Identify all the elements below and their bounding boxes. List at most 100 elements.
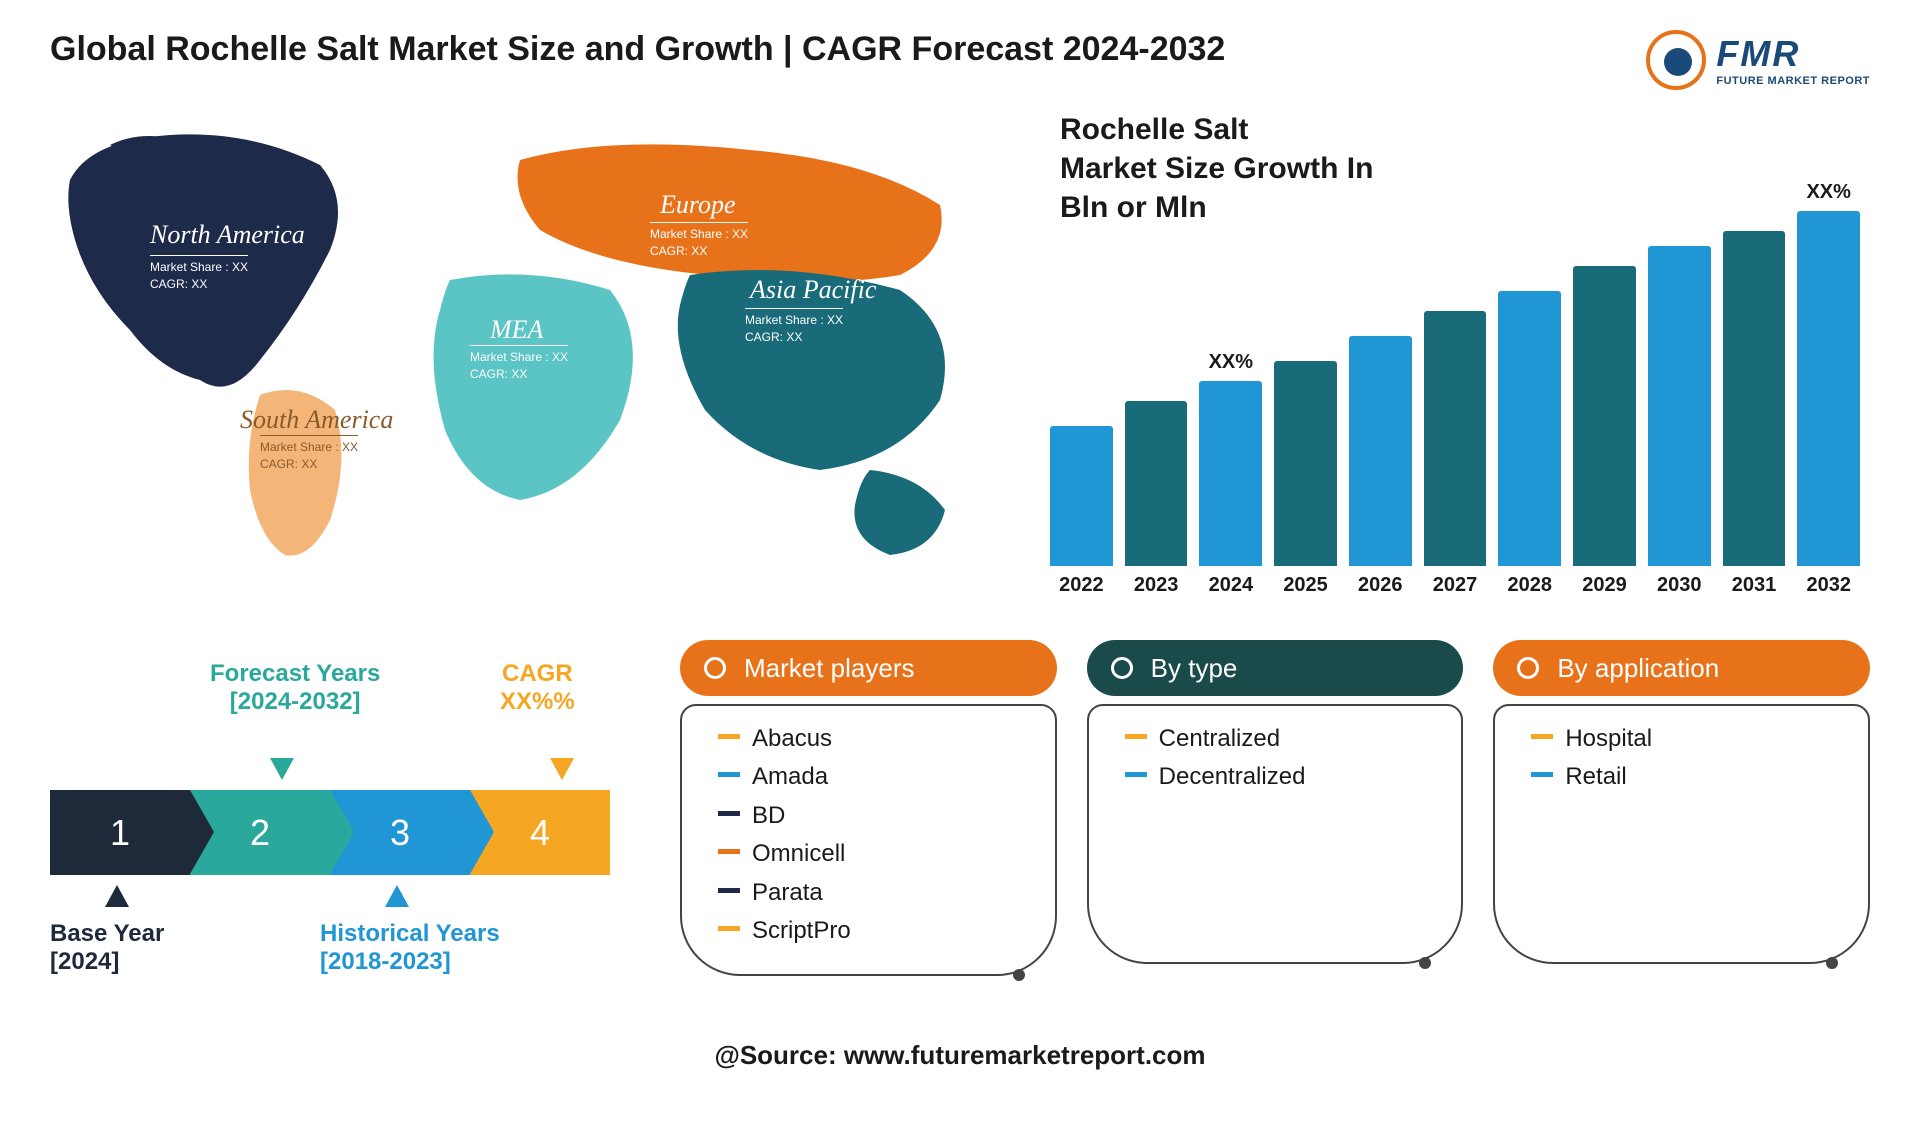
forecast-pointer-icon [270, 758, 294, 780]
player-bullet-5 [718, 926, 740, 931]
bar-rect-2023 [1125, 401, 1188, 566]
bar-year-2022: 2022 [1059, 574, 1104, 597]
bar-chart: Rochelle Salt Market Size Growth In Bln … [1040, 110, 1870, 590]
bar-rect-2031 [1723, 231, 1786, 566]
chart-title: Rochelle Salt Market Size Growth In Bln … [1060, 110, 1870, 227]
market-players-column: Market players AbacusAmadaBDOmnicellPara… [680, 640, 1057, 976]
player-bullet-4 [718, 888, 740, 893]
bar-callout-2032: XX% [1806, 181, 1850, 204]
type-bullet-0 [1125, 734, 1147, 739]
region-label-south_america: South America [240, 405, 393, 435]
region-label-north_america: North America [150, 220, 305, 250]
bar-2032: XX% 2032 [1797, 211, 1860, 597]
bar-rect-2024: XX% [1199, 381, 1262, 566]
bar-rect-2029 [1573, 266, 1636, 566]
bar-year-2030: 2030 [1657, 574, 1702, 597]
bar-2028: 2028 [1498, 291, 1561, 597]
header: Global Rochelle Salt Market Size and Gro… [50, 30, 1870, 90]
by-application-pill: By application [1493, 640, 1870, 696]
type-bullet-1 [1125, 772, 1147, 777]
player-bullet-3 [718, 849, 740, 854]
historical-pointer-icon [385, 885, 409, 907]
timeline-row: 1 2 3 4 [50, 790, 610, 875]
chart-title-l3: Bln or Mln [1060, 191, 1207, 224]
player-item-2: BD [718, 797, 1047, 835]
by-type-list: CentralizedDecentralized [1097, 720, 1454, 797]
logo-acronym: FMR [1716, 33, 1870, 75]
base-label: Base Year[2024] [50, 920, 164, 976]
player-item-4: Parata [718, 874, 1047, 912]
bar-rect-2032: XX% [1797, 211, 1860, 566]
source-attribution: @Source: www.futuremarketreport.com [50, 1040, 1870, 1071]
by-type-title: By type [1151, 653, 1238, 684]
bar-2026: 2026 [1349, 336, 1412, 597]
region-label-europe: Europe [660, 190, 736, 220]
timeline: Forecast Years[2024-2032] CAGRXX%% 1 2 3… [50, 640, 650, 1000]
bar-rect-2026 [1349, 336, 1412, 566]
bar-year-2031: 2031 [1732, 574, 1777, 597]
type-item-1: Decentralized [1125, 758, 1454, 796]
application-bullet-0 [1531, 734, 1553, 739]
bar-rect-2028 [1498, 291, 1561, 566]
player-item-0: Abacus [718, 720, 1047, 758]
bar-year-2023: 2023 [1134, 574, 1179, 597]
region-meta-mea: Market Share : XXCAGR: XX [470, 345, 568, 383]
region-meta-south_america: Market Share : XXCAGR: XX [260, 435, 358, 473]
world-map: North AmericaMarket Share : XXCAGR: XXSo… [50, 110, 1010, 590]
bar-rect-2025 [1274, 361, 1337, 566]
bar-rect-2027 [1424, 311, 1487, 566]
player-item-3: Omnicell [718, 835, 1047, 873]
application-item-0: Hospital [1531, 720, 1860, 758]
chart-title-l1: Rochelle Salt [1060, 113, 1248, 146]
upper-section: North AmericaMarket Share : XXCAGR: XXSo… [50, 110, 1870, 590]
bar-2030: 2030 [1648, 246, 1711, 597]
player-bullet-1 [718, 772, 740, 777]
player-item-5: ScriptPro [718, 912, 1047, 950]
player-bullet-2 [718, 811, 740, 816]
cagr-pointer-icon [550, 758, 574, 780]
by-type-frame: CentralizedDecentralized [1087, 704, 1464, 964]
forecast-label: Forecast Years[2024-2032] [210, 660, 380, 716]
bar-2025: 2025 [1274, 361, 1337, 597]
market-players-frame: AbacusAmadaBDOmnicellParataScriptPro [680, 704, 1057, 976]
region-label-mea: MEA [490, 315, 543, 345]
bar-year-2024: 2024 [1209, 574, 1254, 597]
region-label-asia_pacific: Asia Pacific [750, 275, 876, 305]
bar-year-2027: 2027 [1433, 574, 1478, 597]
cagr-label: CAGRXX%% [500, 660, 575, 716]
bar-year-2029: 2029 [1582, 574, 1627, 597]
bar-2024: XX% 2024 [1199, 381, 1262, 597]
by-application-list: HospitalRetail [1503, 720, 1860, 797]
logo-subtitle: FUTURE MARKET REPORT [1716, 75, 1870, 87]
historical-label: Historical Years[2018-2023] [320, 920, 500, 976]
bar-year-2025: 2025 [1283, 574, 1328, 597]
bar-year-2032: 2032 [1806, 574, 1851, 597]
region-meta-north_america: Market Share : XXCAGR: XX [150, 255, 248, 293]
by-type-column: By type CentralizedDecentralized [1087, 640, 1464, 964]
timeline-seg-1: 1 [50, 790, 190, 875]
bar-2029: 2029 [1573, 266, 1636, 597]
chart-title-l2: Market Size Growth In [1060, 152, 1373, 185]
type-item-0: Centralized [1125, 720, 1454, 758]
mea-shape [434, 274, 633, 500]
bar-2022: 2022 [1050, 426, 1113, 597]
region-meta-asia_pacific: Market Share : XXCAGR: XX [745, 308, 843, 346]
lower-section: Forecast Years[2024-2032] CAGRXX%% 1 2 3… [50, 640, 1870, 1000]
fmr-logo: FMR FUTURE MARKET REPORT [1646, 30, 1870, 90]
by-application-column: By application HospitalRetail [1493, 640, 1870, 964]
bar-rect-2022 [1050, 426, 1113, 566]
bar-2027: 2027 [1424, 311, 1487, 597]
market-players-title: Market players [744, 653, 915, 684]
bar-callout-2024: XX% [1209, 351, 1253, 374]
player-item-1: Amada [718, 758, 1047, 796]
region-meta-europe: Market Share : XXCAGR: XX [650, 222, 748, 260]
page-title: Global Rochelle Salt Market Size and Gro… [50, 30, 1225, 69]
bar-year-2026: 2026 [1358, 574, 1403, 597]
logo-icon [1646, 30, 1706, 90]
player-bullet-0 [718, 734, 740, 739]
market-players-list: AbacusAmadaBDOmnicellParataScriptPro [690, 720, 1047, 950]
bar-rect-2030 [1648, 246, 1711, 566]
bar-2031: 2031 [1723, 231, 1786, 597]
bar-year-2028: 2028 [1508, 574, 1553, 597]
base-pointer-icon [105, 885, 129, 907]
